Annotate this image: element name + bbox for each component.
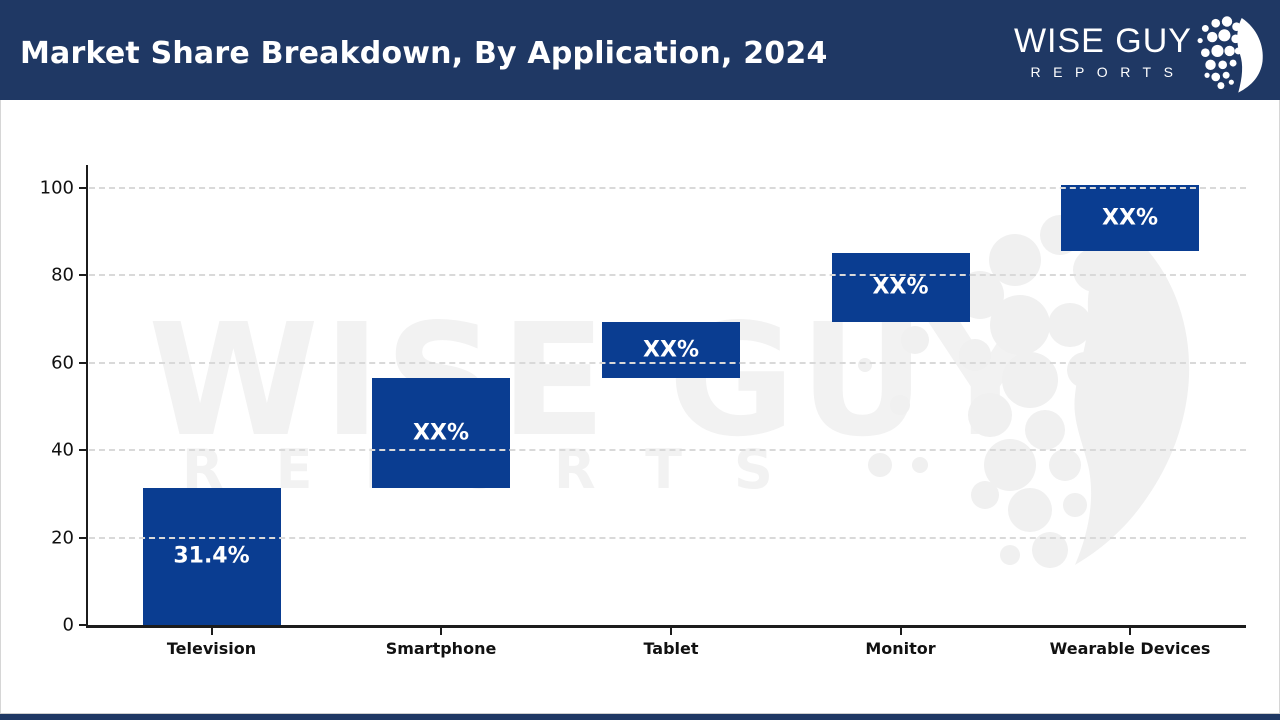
x-tick-3 [899, 627, 902, 635]
y-tick-label-0: 0 [62, 614, 74, 636]
bar-wearable-devices [1061, 185, 1199, 251]
x-axis-line [86, 625, 1246, 628]
gridline-60 [89, 361, 1246, 364]
bar-value-label: XX% [643, 337, 699, 363]
gridline-80 [89, 274, 1246, 276]
footer-bar [0, 714, 1280, 720]
y-axis-line [86, 165, 88, 627]
logo-text: WISE GUY REPORTS [1014, 22, 1192, 80]
y-tick-label-40: 40 [51, 439, 74, 461]
x-tick-0 [210, 627, 213, 635]
bar-value-label: XX% [413, 420, 469, 446]
bar-tablet [602, 321, 740, 378]
x-category-label-tablet: Tablet [643, 639, 699, 658]
watermark-head-icon [858, 215, 1190, 568]
logo-wiseguy-label: WISE GUY [1013, 22, 1192, 60]
y-tick-label-100: 100 [39, 177, 74, 198]
y-tick-40 [79, 449, 87, 451]
y-tick-label-80: 80 [51, 264, 74, 286]
y-tick-label-20: 20 [51, 527, 74, 548]
y-tick-label-60: 60 [51, 352, 74, 373]
x-tick-4 [1129, 627, 1131, 635]
y-tick-20 [79, 536, 87, 539]
logo-head-icon [1197, 16, 1263, 93]
bar-value-label: 31.4% [173, 543, 250, 569]
bar-value-label: XX% [1102, 205, 1158, 231]
y-tick-80 [79, 274, 87, 276]
bar-value-label: XX% [872, 274, 929, 300]
gridline-100 [89, 186, 1246, 189]
gridline-20 [89, 536, 1246, 539]
y-tick-0 [79, 624, 87, 626]
bar-smartphone [372, 377, 510, 488]
x-category-label-smartphone: Smartphone [385, 639, 497, 658]
x-category-label-monitor: Monitor [865, 639, 936, 658]
x-tick-2 [670, 627, 672, 635]
y-tick-100 [79, 186, 87, 189]
logo-reports-label: REPORTS [1030, 64, 1186, 80]
wiseguy-logo: WISE GUY REPORTS [1004, 6, 1266, 96]
x-category-label-television: Television [166, 639, 257, 658]
y-tick-60 [79, 361, 87, 364]
gridline-40 [89, 449, 1246, 451]
bar-monitor [831, 253, 970, 322]
bar-television [142, 487, 281, 625]
x-category-label-wearable-devices: Wearable Devices [1049, 639, 1211, 658]
page-title: Market Share Breakdown, By Application, … [20, 36, 828, 71]
x-tick-1 [440, 627, 442, 635]
body-border-left [0, 100, 1, 714]
body-bottom-hairline [0, 713, 1280, 714]
header-bar: Market Share Breakdown, By Application, … [0, 0, 1280, 100]
